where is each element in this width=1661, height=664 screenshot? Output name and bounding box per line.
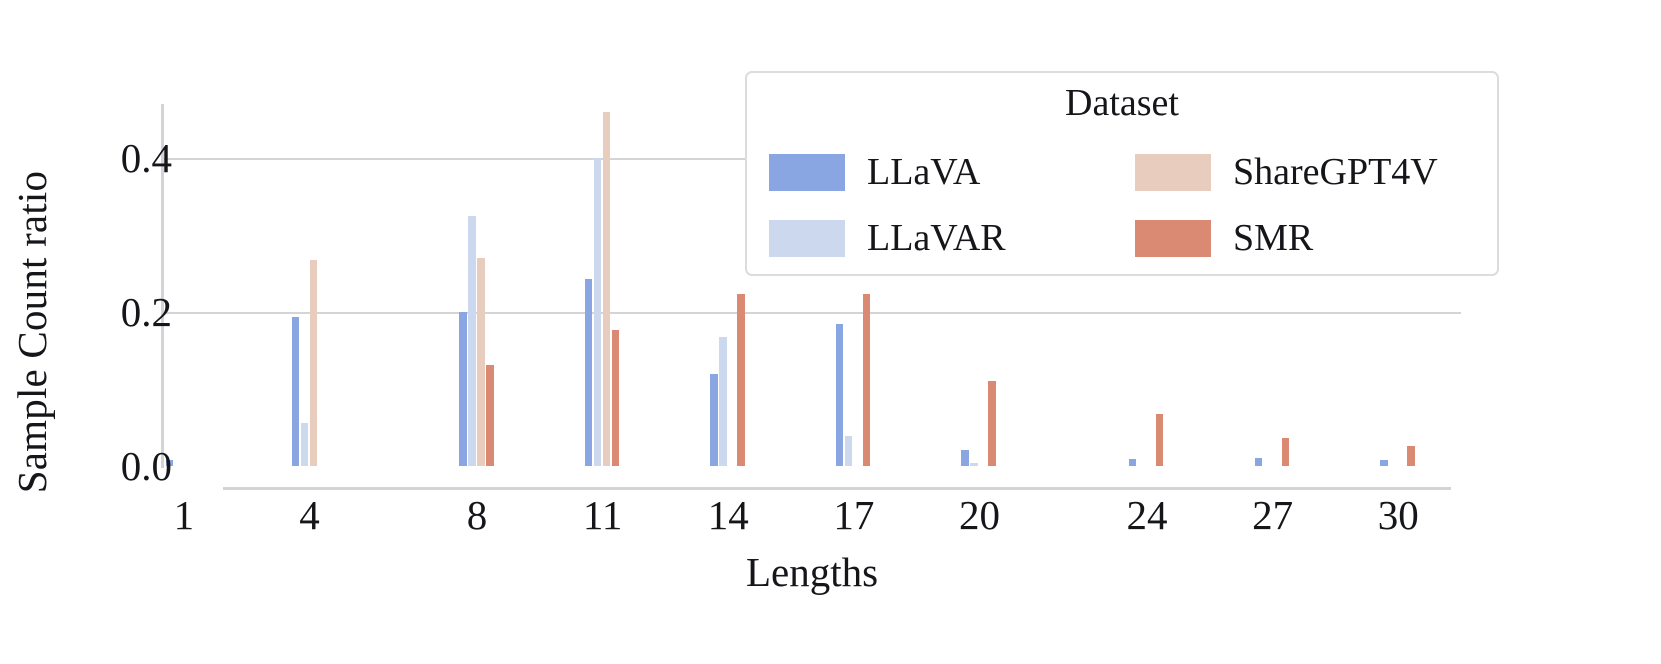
x-tick-label: 4 bbox=[299, 492, 320, 538]
y-axis-spine bbox=[161, 104, 164, 468]
bar bbox=[611, 330, 620, 466]
legend-swatch-icon bbox=[1135, 219, 1211, 257]
bar bbox=[291, 317, 300, 466]
bar bbox=[719, 336, 727, 466]
y-tick-label: 0.0 bbox=[120, 443, 172, 489]
legend-label: SMR bbox=[1233, 217, 1314, 259]
bar bbox=[970, 462, 978, 466]
bar bbox=[835, 324, 844, 466]
x-tick-label: 11 bbox=[582, 492, 623, 538]
bar bbox=[459, 311, 467, 466]
bar bbox=[1407, 445, 1415, 466]
legend-swatch-icon bbox=[1135, 153, 1211, 191]
legend-entry[interactable]: SMR bbox=[1135, 216, 1479, 260]
bar bbox=[1254, 458, 1263, 466]
x-tick-label: 27 bbox=[1252, 492, 1294, 538]
bar bbox=[844, 435, 853, 466]
x-tick-label: 8 bbox=[466, 492, 488, 538]
bar bbox=[961, 449, 969, 466]
legend-label: LLaVA bbox=[867, 151, 981, 193]
legend-swatch-icon bbox=[769, 153, 845, 191]
x-tick-label: 17 bbox=[833, 492, 875, 538]
legend: Dataset LLaVA ShareGPT4V LLaVAR SMR bbox=[745, 71, 1499, 276]
legend-label: ShareGPT4V bbox=[1233, 151, 1438, 193]
x-axis-label: Lengths bbox=[745, 549, 879, 595]
x-axis-spine bbox=[223, 487, 1451, 490]
bar bbox=[593, 157, 602, 466]
bar bbox=[862, 294, 871, 466]
x-tick-label: 14 bbox=[707, 492, 749, 538]
legend-entry[interactable]: LLaVA bbox=[769, 150, 1135, 194]
bar bbox=[477, 258, 485, 466]
legend-title: Dataset bbox=[1065, 82, 1179, 124]
legend-entry[interactable]: ShareGPT4V bbox=[1135, 150, 1479, 194]
bar bbox=[309, 260, 318, 466]
bar bbox=[602, 111, 611, 466]
x-tick-label: 1 bbox=[173, 492, 195, 538]
bar bbox=[486, 365, 494, 466]
gridline bbox=[163, 311, 1461, 314]
legend-entry[interactable]: LLaVAR bbox=[769, 216, 1135, 260]
bar bbox=[1281, 438, 1290, 466]
x-tick-label: 30 bbox=[1377, 492, 1419, 538]
y-tick-label: 0.4 bbox=[120, 134, 172, 181]
y-tick-label: 0.2 bbox=[120, 288, 172, 335]
legend-label: LLaVAR bbox=[867, 217, 1006, 259]
bar bbox=[584, 278, 593, 466]
bar bbox=[468, 215, 476, 466]
legend-entries: LLaVA ShareGPT4V LLaVAR SMR bbox=[769, 139, 1479, 271]
bar bbox=[710, 373, 718, 466]
x-tick-label: 20 bbox=[958, 492, 1000, 538]
bar bbox=[300, 422, 309, 466]
bar bbox=[988, 380, 996, 466]
legend-swatch-icon bbox=[769, 219, 845, 257]
bar bbox=[737, 294, 745, 466]
bar bbox=[1380, 459, 1388, 466]
bar bbox=[1155, 413, 1164, 466]
bar bbox=[165, 459, 174, 466]
x-tick-label: 24 bbox=[1126, 492, 1168, 538]
bar bbox=[1128, 459, 1137, 466]
